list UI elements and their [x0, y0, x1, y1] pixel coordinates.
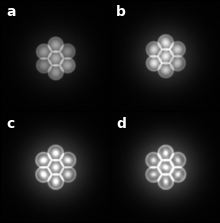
Text: a: a — [7, 6, 16, 19]
Text: b: b — [116, 6, 126, 19]
Text: c: c — [7, 117, 15, 131]
Text: d: d — [116, 117, 126, 131]
